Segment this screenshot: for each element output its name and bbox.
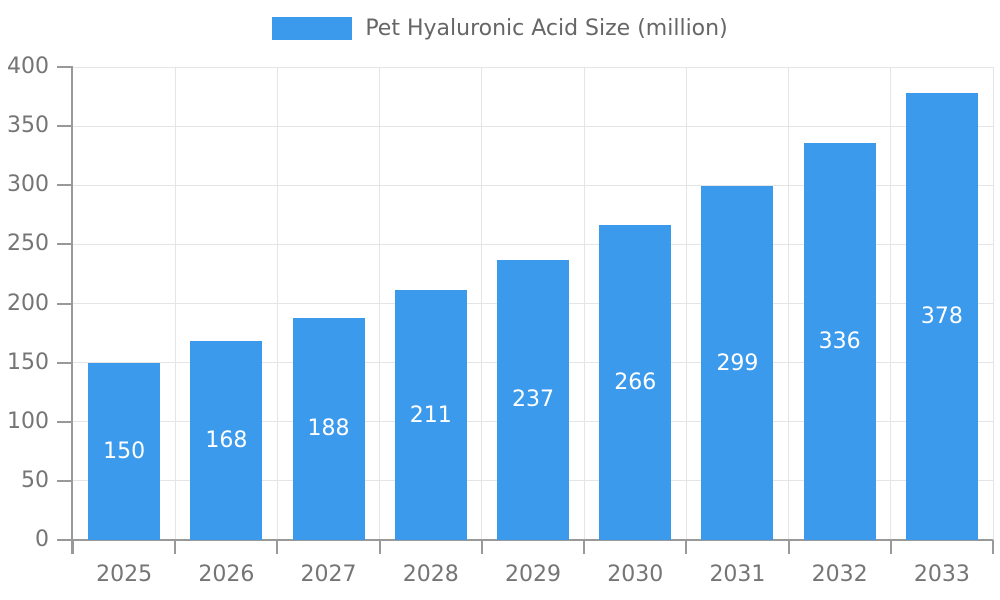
x-axis-tick [276, 540, 279, 554]
bar[interactable]: 150 [88, 362, 161, 540]
bar[interactable]: 378 [905, 93, 978, 540]
x-axis-tick [72, 540, 74, 554]
gridline-vertical [583, 67, 585, 540]
y-axis-tick [57, 125, 73, 128]
x-axis-tick [174, 540, 177, 554]
x-axis-tick [992, 540, 994, 554]
y-axis-tick [57, 302, 73, 305]
y-axis-tick-label: 350 [7, 113, 49, 139]
y-axis-tick [57, 361, 73, 364]
y-axis-tick [57, 243, 73, 246]
bar-value-label: 299 [716, 350, 759, 376]
x-axis-tick [889, 540, 892, 554]
bar[interactable]: 336 [803, 142, 876, 540]
x-axis-line [57, 539, 993, 541]
bar[interactable]: 237 [497, 259, 569, 540]
x-axis-tick [583, 540, 586, 554]
bar-value-label: 266 [614, 370, 657, 396]
legend-swatch-icon [272, 17, 353, 40]
x-axis-tick-label: 2029 [504, 562, 561, 587]
bar[interactable]: 188 [292, 317, 365, 540]
y-axis-tick [57, 420, 73, 423]
y-axis-tick [57, 479, 73, 482]
y-axis-tick [57, 66, 73, 68]
x-axis-tick-label: 2033 [913, 562, 970, 587]
y-axis-tick-label: 100 [7, 408, 49, 434]
gridline-vertical [174, 67, 176, 540]
y-axis-tick-label: 200 [7, 290, 49, 316]
x-axis-tick [378, 540, 381, 554]
gridline-horizontal [73, 125, 993, 127]
gridline-vertical [481, 67, 483, 540]
x-axis-tick-label: 2028 [402, 562, 459, 587]
gridline-horizontal [73, 243, 993, 245]
x-axis-tick-label: 2026 [198, 562, 255, 587]
gridline-horizontal [73, 66, 993, 68]
x-axis-tick-label: 2032 [811, 562, 868, 587]
bar-value-label: 188 [307, 416, 350, 442]
gridline-vertical [685, 67, 687, 540]
bar-value-label: 237 [512, 387, 554, 413]
gridline-vertical [890, 67, 892, 540]
bar[interactable]: 168 [190, 341, 263, 540]
gridline-vertical [788, 67, 790, 540]
gridline-vertical [992, 67, 994, 540]
x-axis-tick [787, 540, 790, 554]
bar-value-label: 150 [103, 438, 146, 464]
y-axis-tick-label: 150 [7, 349, 49, 375]
y-axis-tick-label: 50 [21, 467, 49, 493]
gridline-vertical [276, 67, 278, 540]
y-axis-tick-label: 0 [35, 527, 49, 552]
gridline-vertical [379, 67, 381, 540]
x-axis-tick [685, 540, 688, 554]
y-axis-tick [57, 184, 73, 187]
gridline-horizontal [73, 184, 993, 186]
bar[interactable]: 211 [394, 290, 467, 540]
y-axis-tick-label: 300 [7, 172, 49, 198]
x-axis-tick-label: 2030 [607, 562, 664, 587]
bar[interactable]: 266 [599, 225, 672, 540]
chart-legend[interactable]: Pet Hyaluronic Acid Size (million) [0, 16, 1000, 41]
bar-value-label: 211 [409, 402, 452, 428]
y-axis-tick-label: 250 [7, 231, 49, 257]
y-axis-tick-label: 400 [7, 54, 49, 79]
bar-value-label: 168 [205, 428, 248, 454]
x-axis-tick-label: 2031 [709, 562, 766, 587]
x-axis-tick-label: 2025 [96, 562, 153, 587]
y-axis-line [71, 67, 73, 554]
bar-value-label: 378 [920, 303, 963, 329]
x-axis-tick [480, 540, 483, 554]
x-axis-tick-label: 2027 [300, 562, 357, 587]
legend-label: Pet Hyaluronic Acid Size (million) [365, 16, 728, 41]
bar[interactable]: 299 [701, 186, 774, 540]
bar-value-label: 336 [818, 328, 861, 354]
